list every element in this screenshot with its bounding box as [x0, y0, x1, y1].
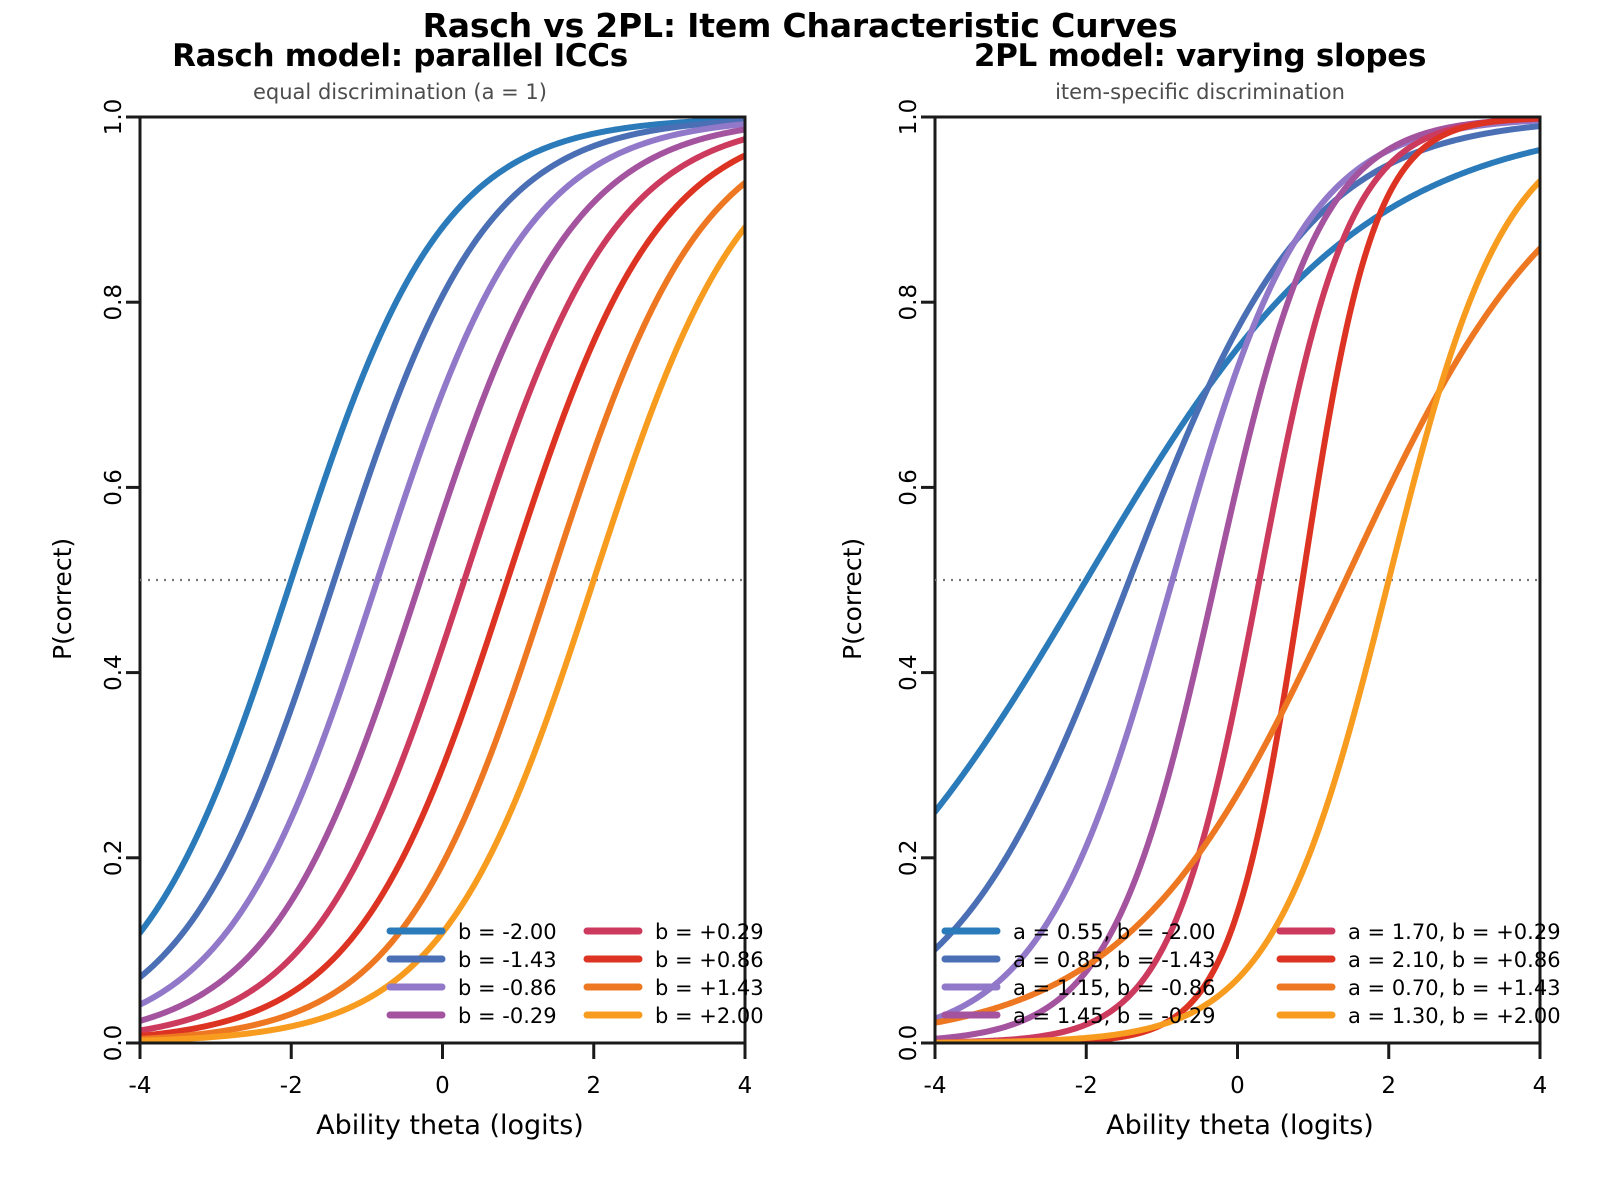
panel-title-rasch: Rasch model: parallel ICCs — [172, 38, 628, 74]
y-tick-label: 0.2 — [101, 840, 127, 877]
y-tick-label: 0.2 — [896, 840, 922, 877]
y-tick-label: 0.0 — [896, 1025, 922, 1062]
icc-curve — [936, 118, 1539, 1042]
icc-curve — [141, 136, 744, 1034]
y-tick-label: 1.0 — [896, 99, 922, 136]
x-tick-label: -4 — [924, 1073, 947, 1099]
panel-rasch: Rasch model: parallel ICCs equal discrim… — [48, 38, 764, 1141]
y-tick-label: 1.0 — [101, 99, 127, 136]
legend-label: a = 1.30, b = +2.00 — [1348, 1004, 1561, 1028]
legend-label: b = +0.29 — [655, 920, 764, 944]
icc-curve — [141, 224, 744, 1042]
icc-curve — [141, 180, 744, 1042]
legend-label: a = 1.45, b = -0.29 — [1013, 1004, 1216, 1028]
icc-curve — [141, 121, 744, 1008]
x-tick-label: 0 — [1230, 1073, 1245, 1099]
icc-curve — [936, 178, 1539, 1042]
icc-curve — [141, 118, 744, 936]
y-tick-label: 0.6 — [101, 469, 127, 506]
icc-curve — [936, 147, 1539, 815]
legend-label: b = -0.86 — [458, 976, 557, 1000]
x-tick-label: 0 — [435, 1073, 450, 1099]
figure-suptitle: Rasch vs 2PL: Item Characteristic Curves — [422, 6, 1178, 45]
x-axis-label-2pl: Ability theta (logits) — [1106, 1110, 1374, 1141]
icc-curve — [141, 126, 744, 1024]
legend-label: a = 1.15, b = -0.86 — [1013, 976, 1216, 1000]
plot-area-2pl: 0.0 0.2 0.4 0.6 0.8 1.0 -4 -2 0 2 4 a = 0.55, b = -… — [896, 99, 1561, 1099]
plot-frame — [138, 115, 747, 1045]
legend-label: b = -0.29 — [458, 1004, 557, 1028]
icc-curve — [141, 118, 744, 980]
panel-title-2pl: 2PL model: varying slopes — [973, 38, 1427, 74]
legend-label: a = 0.55, b = -2.00 — [1013, 920, 1216, 944]
legend-label: b = -1.43 — [458, 948, 557, 972]
x-axis-label-rasch: Ability theta (logits) — [316, 1110, 584, 1141]
icc-curve — [936, 118, 1539, 1022]
x-tick-label: -4 — [129, 1073, 152, 1099]
legend-label: a = 0.70, b = +1.43 — [1348, 976, 1561, 1000]
x-tick-label: 4 — [738, 1073, 753, 1099]
y-tick-label: 0.4 — [896, 654, 922, 691]
icc-curve — [141, 152, 744, 1039]
legend-label: b = +1.43 — [655, 976, 764, 1000]
icc-curve — [936, 118, 1539, 1042]
x-tick-label: 2 — [1381, 1073, 1396, 1099]
panel-subtitle-rasch: equal discrimination (a = 1) — [253, 80, 547, 104]
y-tick-label: 0.8 — [101, 284, 127, 321]
panel-2pl: 2PL model: varying slopes item-specific … — [800, 0, 1600, 1200]
legend-label: a = 1.70, b = +0.29 — [1348, 920, 1561, 944]
x-tick-label: 4 — [1533, 1073, 1548, 1099]
legend-label: b = +2.00 — [655, 1004, 764, 1028]
icc-curve — [936, 123, 1539, 952]
y-tick-label: 0.8 — [896, 284, 922, 321]
legend-label: a = 2.10, b = +0.86 — [1348, 948, 1561, 972]
y-tick-label: 0.6 — [896, 469, 922, 506]
y-tick-label: 0.0 — [101, 1025, 127, 1062]
x-tick-label: -2 — [1075, 1073, 1098, 1099]
legend-label: b = -2.00 — [458, 920, 557, 944]
y-tick-label: 0.4 — [101, 654, 127, 691]
x-tick-label: -2 — [280, 1073, 303, 1099]
icc-curve — [936, 118, 1539, 1042]
panel-subtitle-2pl: item-specific discrimination — [1055, 80, 1345, 104]
x-tick-label: 2 — [586, 1073, 601, 1099]
legend-label: a = 0.85, b = -1.43 — [1013, 948, 1216, 972]
legend-label: b = +0.86 — [655, 948, 764, 972]
plot-area-rasch: 0.0 0.2 0.4 0.6 0.8 1.0 -4 -2 0 2 4 b = -2.00 b = -1… — [101, 99, 764, 1099]
